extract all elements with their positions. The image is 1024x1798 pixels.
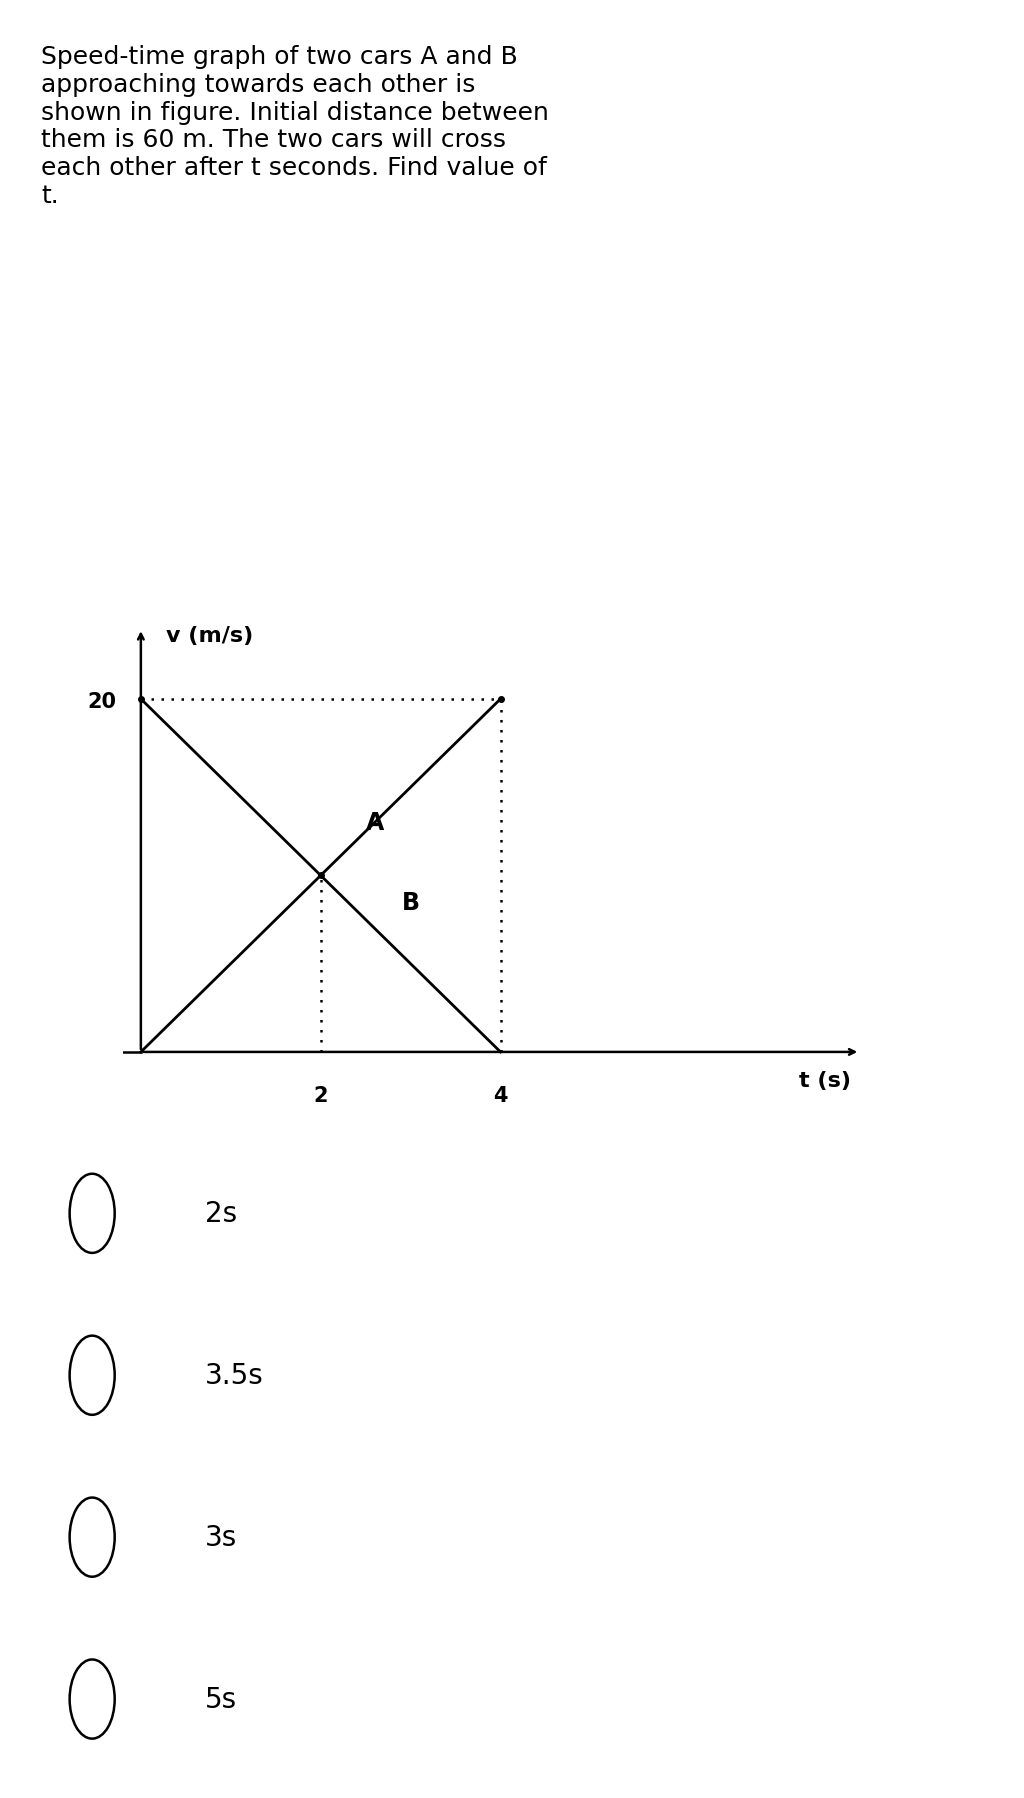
Text: A: A [366, 811, 384, 834]
Text: B: B [401, 890, 420, 915]
Text: 5s: 5s [205, 1685, 237, 1713]
Text: Speed-time graph of two cars A and B
approaching towards each other is
shown in : Speed-time graph of two cars A and B app… [41, 45, 549, 209]
Text: v (m/s): v (m/s) [166, 626, 253, 645]
Text: 2s: 2s [205, 1199, 237, 1228]
Text: t (s): t (s) [799, 1070, 851, 1090]
Text: 3s: 3s [205, 1523, 237, 1552]
Text: 3.5s: 3.5s [205, 1361, 263, 1390]
